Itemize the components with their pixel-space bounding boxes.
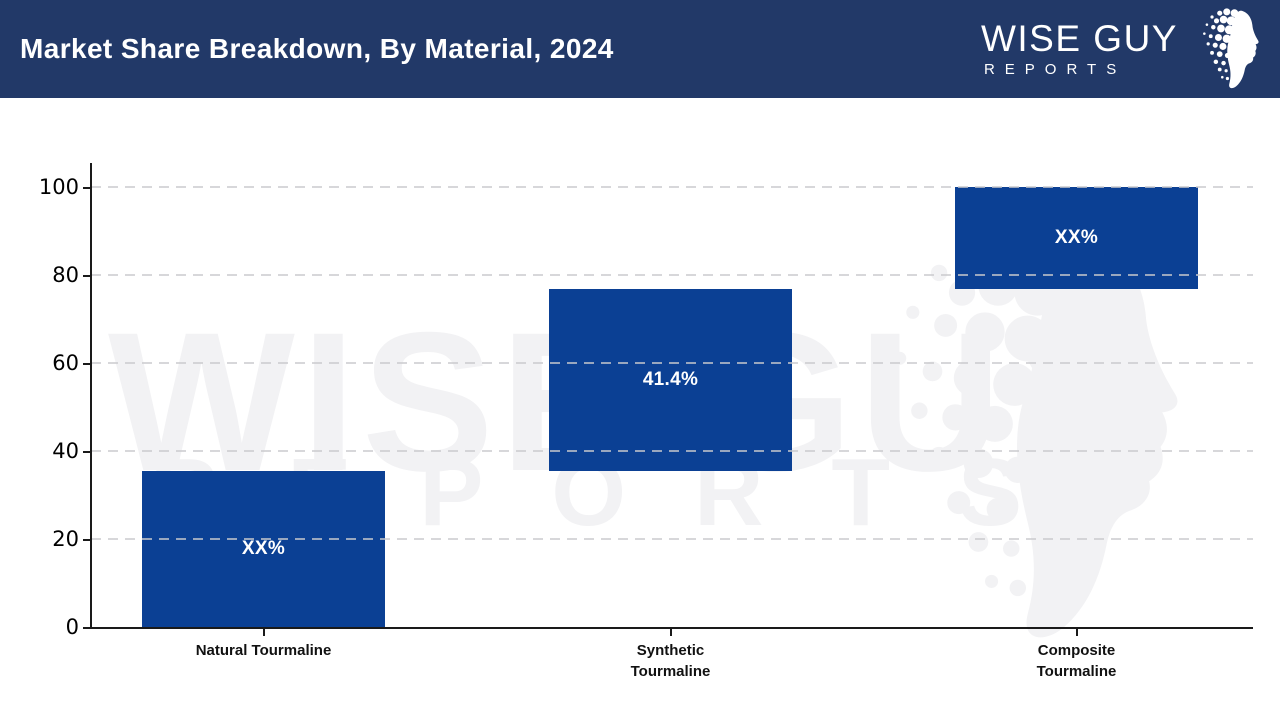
y-tick-label: 80 [52, 263, 79, 287]
y-tick-label: 100 [38, 175, 79, 199]
y-axis-spine [90, 163, 92, 629]
wiseguy-logo: WISE GUY REPORTS [981, 6, 1262, 92]
gridline [91, 274, 1253, 276]
y-tick-mark [83, 539, 90, 541]
x-category-label-line: Synthetic [636, 642, 705, 659]
x-category-label-line: Tourmaline [1036, 663, 1117, 680]
bar: 41.4% [549, 289, 792, 472]
y-tick-mark [83, 275, 90, 277]
y-tick-label: 20 [52, 527, 79, 551]
gridline [91, 186, 1253, 188]
y-tick-label: 60 [52, 351, 79, 375]
plot: XX% 41.4% XX% 0 20 40 60 80 100 Natural Tourmalin… [0, 98, 1280, 720]
x-category-label-line: Natural Tourmaline [195, 642, 332, 659]
y-tick-mark [83, 187, 90, 189]
x-category-label-line: Tourmaline [630, 663, 711, 680]
bar-value-label: 41.4% [642, 369, 699, 391]
bar-value-label: XX% [1054, 227, 1099, 249]
x-category-label: Composite Tourmaline [957, 640, 1197, 682]
page-title: Market Share Breakdown, By Material, 202… [20, 33, 614, 64]
logo-wordmark: WISE GUY REPORTS [980, 17, 1178, 79]
gridline [91, 538, 1253, 540]
y-tick-label: 0 [65, 615, 79, 639]
x-tick-mark [669, 629, 672, 636]
gridline [91, 362, 1253, 364]
x-category-label: Natural Tourmaline [144, 640, 384, 661]
bar-value-label: XX% [241, 538, 286, 560]
y-tick-mark [83, 627, 90, 629]
gridline [91, 450, 1253, 452]
logo-head-icon [1180, 6, 1262, 92]
y-tick-mark [83, 451, 90, 453]
x-axis-spine [89, 627, 1253, 629]
header: Market Share Breakdown, By Material, 202… [0, 0, 1280, 98]
x-category-label-line: Composite [1037, 642, 1116, 659]
y-tick-mark [83, 363, 90, 365]
x-category-label: Synthetic Tourmaline [551, 640, 791, 682]
x-tick-mark [1075, 629, 1078, 636]
logo-wordmark-line1: WISE GUY [980, 17, 1178, 59]
x-tick-mark [262, 629, 265, 636]
y-tick-label: 40 [52, 439, 79, 463]
logo-wordmark-line2: REPORTS [983, 60, 1127, 78]
bar: XX% [142, 471, 385, 627]
chart-area: WISE GUY REPORTS XX% 41.4% XX% 0 20 40 60 80 100… [0, 98, 1280, 720]
